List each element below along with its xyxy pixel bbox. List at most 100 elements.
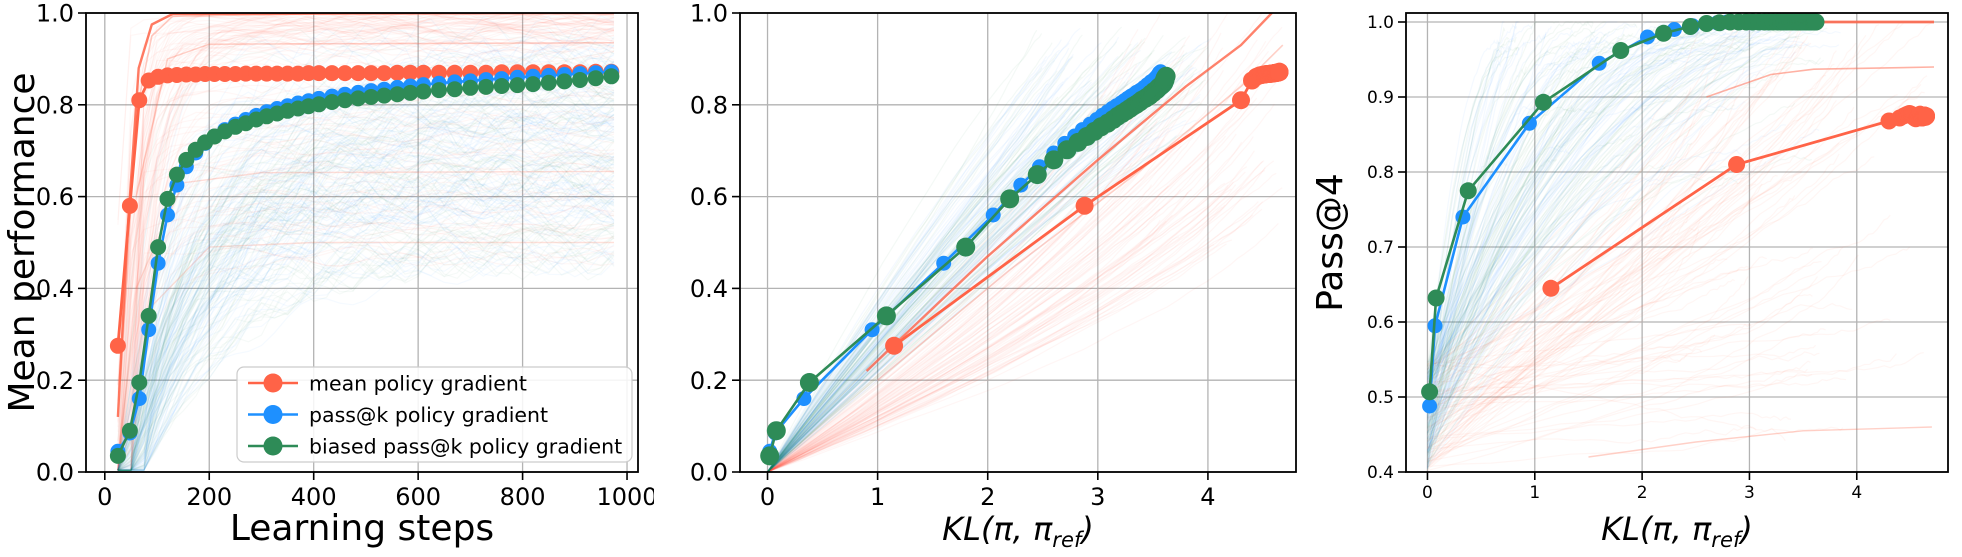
- panel-mean-performance-vs-learning-steps: 0 200 400 600 800 1000 0.0 0.2 0.4 0.6 0.8 1.0 Learn…: [0, 0, 654, 557]
- data-point-marker: [324, 94, 340, 110]
- x-tick-label: 4: [1851, 483, 1862, 503]
- data-point-marker: [363, 65, 380, 82]
- y-tick-label: 0.0: [36, 459, 74, 487]
- legend-marker-icon: [263, 436, 283, 456]
- y-tick-label: 0.6: [36, 183, 74, 211]
- data-point-marker: [587, 70, 604, 87]
- axis-ticks: 0 1 2 3 4 0.4 0.5 0.6 0.7 0.8 0.9 1.0: [1367, 13, 1862, 503]
- data-point-marker: [1044, 150, 1064, 170]
- legend-label: mean policy gradient: [309, 372, 527, 396]
- y-tick-label: 0.0: [690, 459, 728, 487]
- data-point-marker: [1521, 115, 1537, 131]
- data-point-marker: [350, 90, 367, 107]
- x-tick-label: 3: [1744, 483, 1755, 503]
- x-tick-label: 1: [1529, 483, 1540, 503]
- panel-pass-at-4-vs-kl: 0 1 2 3 4 0.4 0.5 0.6 0.7 0.8 0.9 1.0 KL(π, πref) Pas…: [1308, 0, 1962, 557]
- y-tick-label: 0.4: [1367, 463, 1394, 483]
- series-mean-policy-gradient: [885, 62, 1289, 355]
- data-point-marker: [131, 92, 148, 109]
- y-tick-label: 0.6: [690, 183, 728, 211]
- y-tick-label: 1.0: [1367, 13, 1394, 33]
- data-point-marker: [150, 255, 166, 271]
- data-point-marker: [1027, 165, 1047, 185]
- data-point-marker: [140, 307, 157, 324]
- y-tick-label: 0.8: [1367, 163, 1394, 183]
- x-tick-label: 0: [760, 483, 775, 511]
- data-point-marker: [936, 255, 952, 271]
- data-point-marker: [121, 197, 138, 214]
- data-point-marker: [415, 83, 432, 100]
- series-biased-pass@k-policy-gradient: [109, 68, 620, 464]
- data-point-marker: [131, 374, 148, 391]
- data-point-marker: [1232, 91, 1250, 110]
- y-axis-label: Mean performance: [2, 72, 43, 412]
- y-tick-label: 0.6: [1367, 313, 1394, 333]
- plot-spines: [85, 12, 639, 473]
- data-point-marker: [1421, 383, 1439, 401]
- x-tick-label: 0: [1422, 483, 1433, 503]
- data-point-marker: [1075, 196, 1094, 215]
- y-tick-label: 0.8: [36, 91, 74, 119]
- y-tick-label: 0.8: [690, 91, 728, 119]
- plot-spines: [739, 12, 1297, 473]
- data-point-marker: [1698, 15, 1715, 32]
- y-tick-label: 0.4: [36, 275, 74, 303]
- data-point-marker: [389, 86, 406, 103]
- data-point-marker: [556, 73, 573, 90]
- y-tick-label: 0.2: [690, 367, 728, 395]
- legend-entry-biased: biased pass@k policy gradient: [248, 435, 622, 459]
- data-point-marker: [337, 65, 353, 82]
- data-point-marker: [121, 422, 138, 439]
- x-tick-label: 0: [97, 483, 112, 511]
- y-axis-label: Pass@4: [1310, 173, 1351, 312]
- axis-ticks: 0 1 2 3 4 0.0 0.2 0.4 0.6 0.8 1.0: [690, 0, 1216, 511]
- data-point-marker: [1807, 13, 1825, 31]
- plot-mean-performance-vs-learning-steps: 0 200 400 600 800 1000 0.0 0.2 0.4 0.6 0.8 1.0 Learn…: [2, 0, 654, 549]
- data-point-marker: [402, 64, 419, 81]
- data-point-marker: [509, 77, 526, 94]
- data-point-marker: [178, 151, 195, 168]
- data-point-marker: [572, 72, 588, 88]
- panel-mean-performance-vs-kl: 0 1 2 3 4 0.0 0.2 0.4 0.6 0.8 1.0 KL(π, πref): [654, 0, 1308, 557]
- data-point-marker: [885, 336, 904, 355]
- x-axis-label: Learning steps: [230, 508, 494, 549]
- x-tick-label: 800: [500, 483, 546, 511]
- data-point-marker: [389, 64, 406, 81]
- data-point-marker: [493, 78, 510, 94]
- legend-entry-passk: pass@k policy gradient: [248, 403, 548, 427]
- data-point-marker: [876, 306, 896, 326]
- series-biased-pass@k-policy-gradient: [1421, 13, 1825, 401]
- data-point-marker: [337, 92, 353, 109]
- x-tick-label: 400: [291, 483, 337, 511]
- data-point-marker: [431, 82, 447, 99]
- x-tick-label: 1000: [596, 483, 654, 511]
- data-point-marker: [446, 81, 463, 98]
- legend-marker-icon: [263, 405, 283, 424]
- data-point-marker: [1918, 107, 1935, 125]
- data-point-marker: [310, 65, 327, 82]
- data-point-marker: [1534, 93, 1552, 111]
- data-point-marker: [415, 64, 432, 81]
- y-tick-label: 0.4: [690, 275, 728, 303]
- data-point-marker: [324, 65, 340, 82]
- data-point-marker: [363, 89, 380, 105]
- plot-mean-performance-vs-kl: 0 1 2 3 4 0.0 0.2 0.4 0.6 0.8 1.0 KL(π, πref): [690, 0, 1297, 552]
- data-point-marker: [1270, 62, 1289, 81]
- data-point-marker: [760, 446, 780, 466]
- data-point-marker: [310, 96, 327, 113]
- data-point-marker: [376, 65, 393, 82]
- legend-marker-icon: [263, 373, 283, 393]
- data-point-marker: [956, 237, 976, 257]
- data-point-marker: [376, 87, 393, 104]
- data-point-marker: [799, 373, 819, 392]
- y-tick-label: 1.0: [36, 0, 74, 28]
- background-run-traces: [1426, 20, 1933, 471]
- x-tick-label: 2: [1637, 483, 1648, 503]
- data-point-marker: [1427, 289, 1445, 307]
- x-tick-label: 200: [186, 483, 232, 511]
- data-point-marker: [1013, 177, 1029, 193]
- y-tick-label: 1.0: [690, 0, 728, 28]
- data-point-marker: [109, 447, 126, 464]
- data-point-marker: [1459, 182, 1477, 200]
